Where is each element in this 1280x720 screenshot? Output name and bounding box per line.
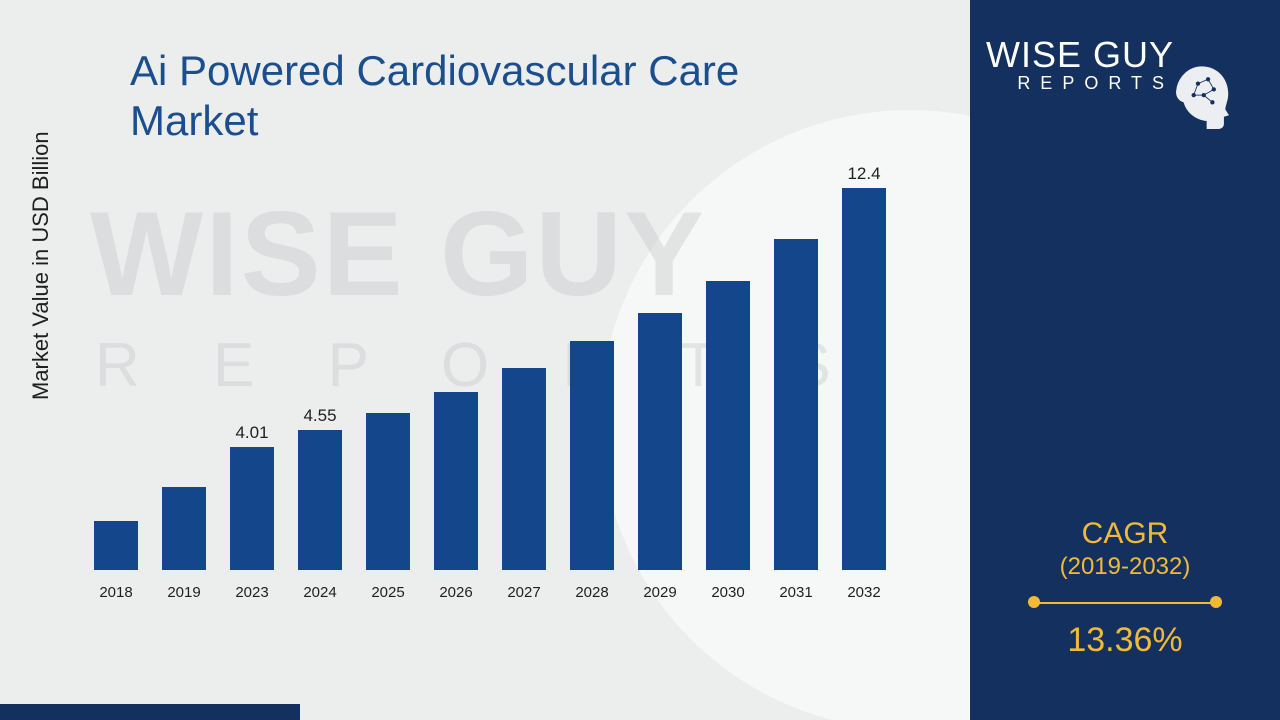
x-axis: 2018201920232024202520262027202820292030… [90, 574, 910, 600]
x-tick-label: 2029 [630, 584, 690, 601]
bar [366, 413, 410, 570]
x-tick-label: 2032 [834, 584, 894, 601]
bar [570, 341, 614, 570]
bar-chart: 4.014.5512.4 201820192023202420252026202… [90, 170, 910, 600]
x-tick-label: 2030 [698, 584, 758, 601]
bar-value-label: 12.4 [834, 164, 894, 184]
brand-logo: WISE GUY REPORTS [986, 34, 1252, 94]
x-tick-label: 2026 [426, 584, 486, 601]
x-tick-label: 2019 [154, 584, 214, 601]
bar [638, 313, 682, 570]
dot-icon [1028, 596, 1040, 608]
x-tick-label: 2031 [766, 584, 826, 601]
chart-title: Ai Powered Cardiovascular Care Market [130, 46, 850, 145]
dot-icon [1210, 596, 1222, 608]
logo-text-2: REPORTS [986, 73, 1174, 94]
y-axis-label: Market Value in USD Billion [28, 131, 54, 400]
cagr-block: CAGR (2019-2032) 13.36% [1010, 517, 1240, 660]
cagr-label: CAGR [1010, 517, 1240, 551]
x-tick-label: 2024 [290, 584, 350, 601]
bar-value-label: 4.01 [222, 423, 282, 443]
bar-value-label: 4.55 [290, 406, 350, 426]
bar [162, 487, 206, 570]
x-tick-label: 2027 [494, 584, 554, 601]
x-tick-label: 2018 [86, 584, 146, 601]
infographic-canvas: WISE GUY R E P O R T S Ai Powered Cardio… [0, 0, 1280, 720]
cagr-value: 13.36% [1010, 621, 1240, 660]
cagr-period: (2019-2032) [1010, 553, 1240, 581]
x-tick-label: 2028 [562, 584, 622, 601]
footer-accent-bar [0, 704, 300, 720]
logo-text-1: WISE GUY [986, 34, 1174, 76]
x-tick-label: 2023 [222, 584, 282, 601]
bar [298, 430, 342, 570]
bar [706, 281, 750, 570]
plot-area: 4.014.5512.4 [90, 170, 910, 570]
bar [774, 239, 818, 570]
bar [230, 447, 274, 570]
cagr-divider [1034, 595, 1216, 609]
x-tick-label: 2025 [358, 584, 418, 601]
bar [94, 521, 138, 570]
bar [434, 392, 478, 570]
bar [842, 188, 886, 570]
bar [502, 368, 546, 570]
brain-head-icon [1162, 62, 1234, 134]
